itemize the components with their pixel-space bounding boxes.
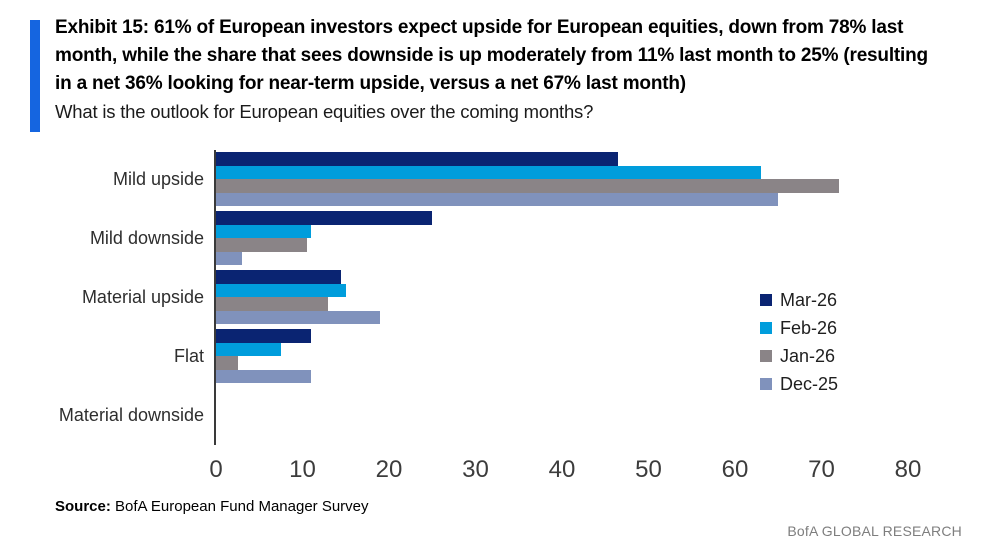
exhibit-title-line-3: in a net 36% looking for near-term upsid… bbox=[55, 73, 686, 94]
category-label-mild-downside: Mild downside bbox=[89, 228, 204, 248]
category-label-material-upside: Material upside bbox=[81, 287, 204, 307]
category-label-mild-upside: Mild upside bbox=[112, 169, 204, 189]
x-tick-70: 70 bbox=[808, 456, 835, 483]
legend-item-dec-25: Dec-25 bbox=[760, 370, 838, 398]
title-block: Exhibit 15: 61% of European investors ex… bbox=[55, 14, 970, 126]
chart-question: What is the outlook for European equitie… bbox=[55, 101, 594, 122]
legend-item-jan-26: Jan-26 bbox=[760, 342, 838, 370]
bar-feb-26-mild-upside bbox=[216, 165, 761, 179]
bar-dec-25-mild-downside bbox=[216, 251, 242, 265]
bar-feb-26-flat bbox=[216, 342, 281, 356]
x-tick-40: 40 bbox=[548, 456, 576, 483]
exhibit-title-line-2: month, while the share that sees downsid… bbox=[55, 45, 928, 66]
bar-feb-26-mild-downside bbox=[216, 224, 312, 238]
x-tick-30: 30 bbox=[462, 456, 489, 483]
x-tick-10: 10 bbox=[289, 456, 316, 483]
source-label: Source: bbox=[55, 498, 111, 515]
legend-swatch-icon bbox=[760, 350, 772, 362]
legend-swatch-icon bbox=[760, 294, 772, 306]
legend-swatch-icon bbox=[760, 322, 772, 334]
y-axis-line bbox=[214, 150, 216, 445]
source-note: Source: BofA European Fund Manager Surve… bbox=[55, 498, 369, 515]
source-text: BofA European Fund Manager Survey bbox=[115, 498, 369, 515]
bar-mar-26-mild-downside bbox=[216, 211, 433, 225]
brand-note: BofA GLOBAL RESEARCH bbox=[787, 523, 962, 539]
exhibit-title-line-1: Exhibit 15: 61% of European investors ex… bbox=[55, 17, 904, 38]
legend-label: Mar-26 bbox=[780, 289, 838, 310]
legend-item-mar-26: Mar-26 bbox=[760, 286, 838, 314]
x-tick-50: 50 bbox=[635, 456, 662, 483]
title-accent-bar bbox=[30, 20, 40, 132]
legend-label: Dec-25 bbox=[780, 373, 839, 394]
bar-dec-25-mild-upside bbox=[216, 192, 779, 206]
bar-mar-26-flat bbox=[216, 329, 312, 343]
x-tick-20: 20 bbox=[375, 456, 403, 483]
x-tick-0: 0 bbox=[209, 456, 223, 483]
legend: Mar-26 Feb-26 Jan-26 Dec-25 bbox=[760, 286, 838, 398]
bar-jan-26-flat bbox=[216, 356, 238, 370]
category-label-flat: Flat bbox=[173, 346, 204, 366]
legend-label: Feb-26 bbox=[780, 317, 838, 338]
bar-jan-26-material-upside bbox=[216, 297, 329, 311]
x-tick-80: 80 bbox=[894, 456, 922, 483]
bar-mar-26-material-upside bbox=[216, 270, 342, 284]
bar-dec-25-flat bbox=[216, 369, 312, 383]
category-label-material-downside: Material downside bbox=[58, 405, 204, 425]
bar-jan-26-mild-downside bbox=[216, 238, 307, 252]
legend-swatch-icon bbox=[760, 378, 772, 390]
bar-feb-26-material-upside bbox=[216, 283, 346, 297]
legend-item-feb-26: Feb-26 bbox=[760, 314, 838, 342]
legend-label: Jan-26 bbox=[780, 345, 836, 366]
bar-jan-26-mild-upside bbox=[216, 179, 839, 193]
bar-dec-25-material-upside bbox=[216, 310, 381, 324]
bar-mar-26-mild-upside bbox=[216, 152, 619, 166]
x-tick-60: 60 bbox=[721, 456, 749, 483]
